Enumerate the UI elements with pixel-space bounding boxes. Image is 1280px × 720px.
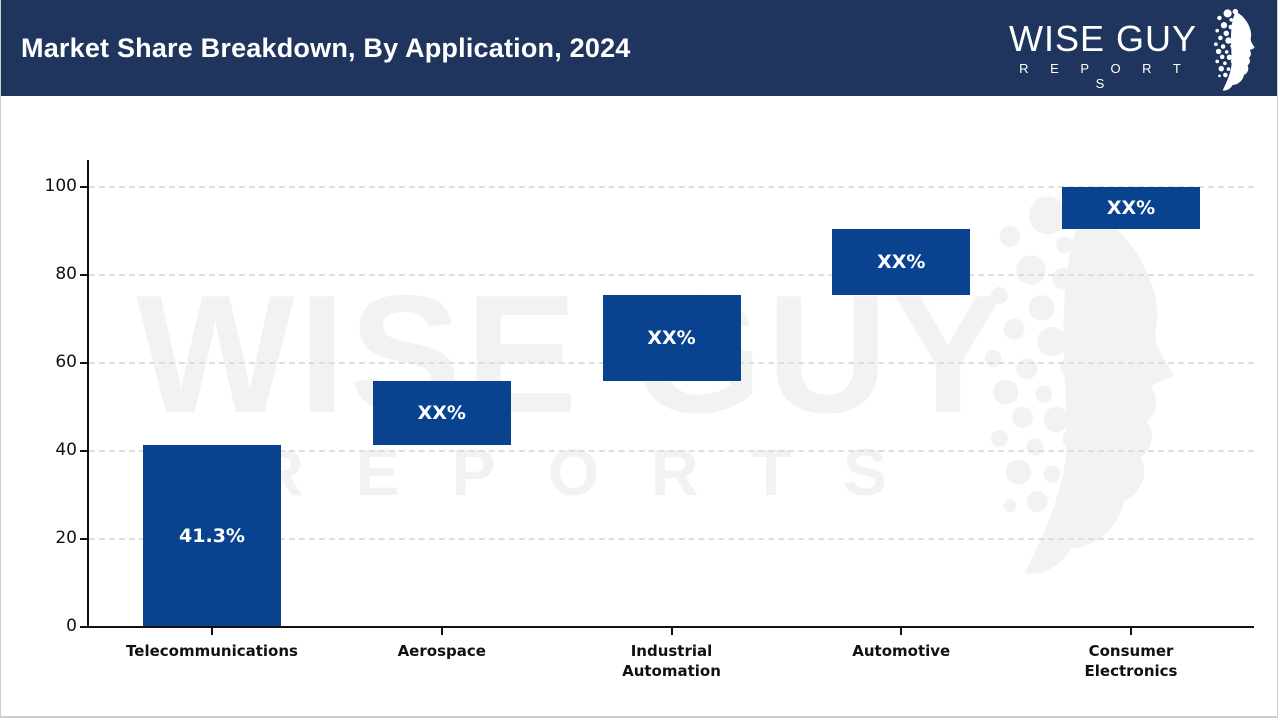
header-bar: Market Share Breakdown, By Application, … [1, 0, 1277, 96]
gridline [89, 186, 1254, 188]
x-tick-mark [211, 628, 213, 635]
bar-segment: XX% [602, 294, 741, 381]
x-category-label: Automotive [785, 641, 1017, 661]
y-tick-label: 0 [66, 616, 77, 636]
x-category-label-line: Consumer [1088, 642, 1174, 660]
bar-value-label: XX% [647, 326, 696, 349]
x-category-label-line: Electronics [1084, 662, 1178, 680]
y-tick-label: 80 [55, 264, 77, 284]
y-tick-mark [80, 626, 88, 628]
y-axis-spine [87, 160, 89, 628]
brand-name: WISE GUY [1009, 18, 1198, 59]
y-tick-label: 100 [44, 176, 77, 196]
y-tick-mark [80, 450, 88, 452]
page-title: Market Share Breakdown, By Application, … [21, 32, 631, 63]
brand-logo: WISE GUY R E P O R T S [1009, 6, 1259, 92]
y-tick-label: 60 [55, 352, 77, 372]
x-category-label-line: Industrial [630, 642, 713, 660]
x-category-label: Aerospace [326, 641, 558, 661]
bar-value-label: 41.3% [179, 525, 245, 548]
bar-segment: XX% [372, 380, 511, 446]
x-category-label: Telecommunications [96, 641, 328, 661]
bar-segment: XX% [1062, 187, 1200, 229]
bar-value-label: XX% [1106, 196, 1156, 219]
y-tick-mark [80, 538, 88, 540]
brand-logo-text: WISE GUY R E P O R T S [1009, 18, 1198, 92]
y-tick-mark [80, 362, 88, 364]
x-category-label-line: Telecommunications [126, 642, 298, 660]
bar-value-label: XX% [417, 401, 466, 424]
gridline [89, 274, 1254, 276]
x-category-label: Consumer Electronics [1015, 641, 1247, 681]
bar-segment: XX% [832, 228, 971, 295]
x-tick-mark [1130, 628, 1132, 635]
y-tick-label: 40 [55, 440, 77, 460]
x-category-label: Industrial Automation [556, 641, 788, 681]
x-axis-spine [87, 626, 1254, 628]
x-category-label-line: Aerospace [397, 642, 486, 660]
x-tick-mark [670, 628, 673, 635]
y-tick-label: 20 [55, 528, 77, 548]
y-tick-mark [80, 186, 88, 188]
x-category-label-line: Automation [622, 662, 721, 680]
brand-face-icon [1214, 8, 1255, 91]
gridline [89, 538, 1254, 540]
brand-subtitle: R E P O R T S [1019, 61, 1190, 91]
x-category-label-line: Automotive [852, 642, 951, 660]
x-tick-mark [440, 628, 443, 635]
x-tick-mark [900, 628, 903, 635]
bar-segment: 41.3% [143, 445, 281, 627]
gridline [89, 450, 1254, 452]
y-tick-mark [80, 274, 88, 276]
bar-value-label: XX% [877, 250, 926, 273]
